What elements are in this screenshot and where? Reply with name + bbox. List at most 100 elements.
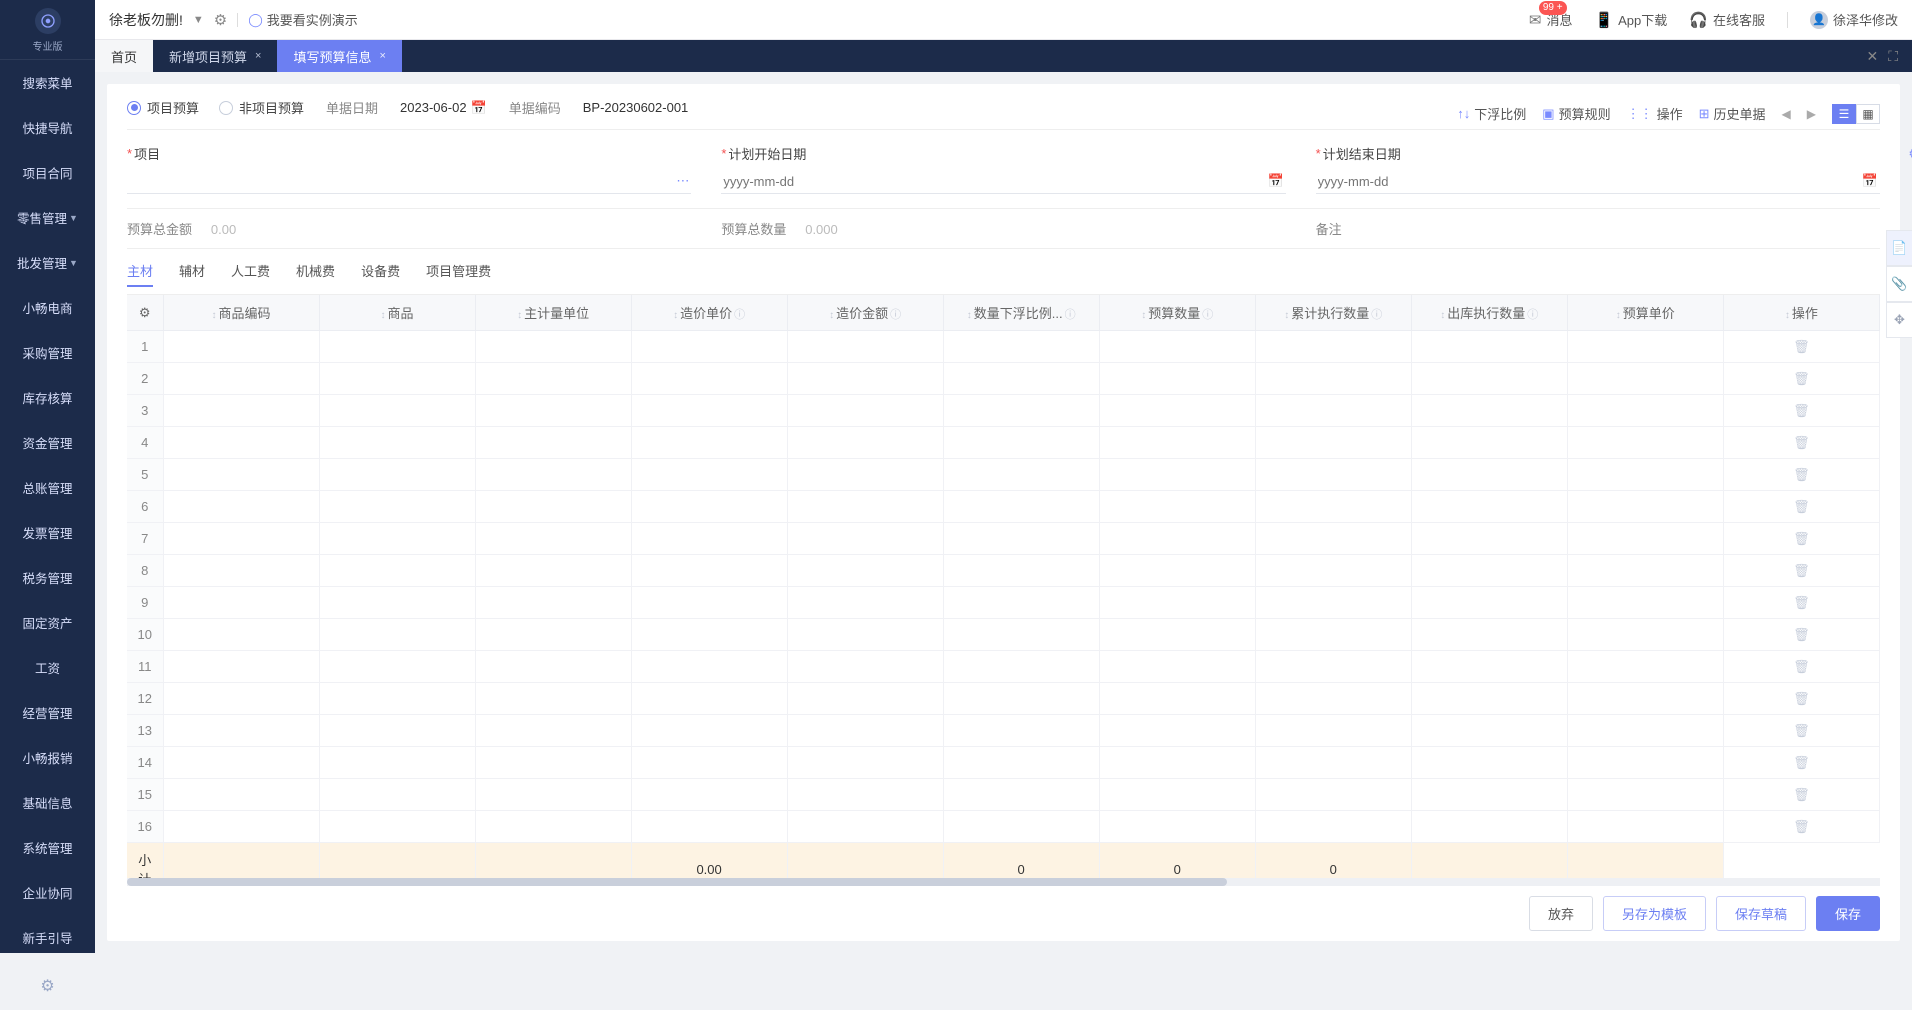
cell-r16-c5[interactable]: [943, 811, 1099, 843]
cell-r1-c8[interactable]: [1411, 331, 1567, 363]
cell-r1-c5[interactable]: [943, 331, 1099, 363]
cell-r16-c3[interactable]: [631, 811, 787, 843]
user-profile-button[interactable]: 👤 徐泽华修改: [1810, 10, 1898, 29]
cell-r9-c6[interactable]: [1099, 587, 1255, 619]
cell-r2-c7[interactable]: [1255, 363, 1411, 395]
cell-r12-c9[interactable]: [1567, 683, 1723, 715]
cell-r13-c8[interactable]: [1411, 715, 1567, 747]
operation-link[interactable]: ⋮⋮ 操作: [1627, 104, 1683, 123]
cell-r5-c5[interactable]: [943, 459, 1099, 491]
cell-r16-c9[interactable]: [1567, 811, 1723, 843]
sidebar-item-14[interactable]: 经营管理: [0, 690, 95, 735]
delete-row-icon-5[interactable]: 🗑: [1723, 459, 1879, 491]
sidebar-item-16[interactable]: 基础信息: [0, 780, 95, 825]
cell-r7-c6[interactable]: [1099, 523, 1255, 555]
cell-r15-c4[interactable]: [787, 779, 943, 811]
cell-r1-c1[interactable]: [319, 331, 475, 363]
cell-r3-c2[interactable]: [475, 395, 631, 427]
cell-r1-c4[interactable]: [787, 331, 943, 363]
cell-r12-c6[interactable]: [1099, 683, 1255, 715]
doc-date-value[interactable]: 2023-06-02 📅: [400, 100, 487, 116]
material-tab-5[interactable]: 项目管理费: [426, 261, 491, 286]
cell-r9-c1[interactable]: [319, 587, 475, 619]
cell-r8-c4[interactable]: [787, 555, 943, 587]
cell-r15-c0[interactable]: [163, 779, 319, 811]
table-row-7[interactable]: 7 🗑: [127, 523, 1880, 555]
sidebar-item-19[interactable]: 新手引导: [0, 915, 95, 960]
document-icon-button[interactable]: 📄: [1886, 230, 1912, 266]
table-row-4[interactable]: 4 🗑: [127, 427, 1880, 459]
cell-r9-c0[interactable]: [163, 587, 319, 619]
cell-r1-c2[interactable]: [475, 331, 631, 363]
cell-r8-c7[interactable]: [1255, 555, 1411, 587]
cell-r6-c5[interactable]: [943, 491, 1099, 523]
cell-r14-c6[interactable]: [1099, 747, 1255, 779]
cell-r12-c0[interactable]: [163, 683, 319, 715]
cell-r5-c0[interactable]: [163, 459, 319, 491]
cell-r6-c8[interactable]: [1411, 491, 1567, 523]
table-row-1[interactable]: 1 🗑: [127, 331, 1880, 363]
project-more-icon[interactable]: ⋯: [676, 173, 689, 189]
cell-r15-c6[interactable]: [1099, 779, 1255, 811]
cell-r9-c5[interactable]: [943, 587, 1099, 619]
cell-r3-c9[interactable]: [1567, 395, 1723, 427]
cell-r5-c7[interactable]: [1255, 459, 1411, 491]
message-button[interactable]: 99 + ✉ 消息: [1529, 10, 1573, 29]
table-header-4[interactable]: ↕ 造价金额 ⓘ: [787, 295, 943, 331]
cell-r2-c9[interactable]: [1567, 363, 1723, 395]
cell-r16-c2[interactable]: [475, 811, 631, 843]
material-tab-3[interactable]: 机械费: [296, 261, 335, 286]
table-row-5[interactable]: 5 🗑: [127, 459, 1880, 491]
cell-r3-c0[interactable]: [163, 395, 319, 427]
cell-r16-c8[interactable]: [1411, 811, 1567, 843]
cell-r8-c8[interactable]: [1411, 555, 1567, 587]
prev-page-arrow[interactable]: ◀: [1782, 107, 1791, 121]
cell-r15-c3[interactable]: [631, 779, 787, 811]
cell-r7-c9[interactable]: [1567, 523, 1723, 555]
budget-rule-link[interactable]: ▣ 预算规则: [1542, 104, 1610, 123]
cell-r14-c0[interactable]: [163, 747, 319, 779]
table-header-10[interactable]: ↕ 操作: [1723, 295, 1879, 331]
sidebar-item-chevron-3[interactable]: ▼: [69, 213, 78, 223]
cell-r5-c9[interactable]: [1567, 459, 1723, 491]
sidebar-item-17[interactable]: 系统管理: [0, 825, 95, 870]
horizontal-scrollbar[interactable]: [127, 878, 1880, 886]
cell-r13-c2[interactable]: [475, 715, 631, 747]
float-ratio-link[interactable]: ↑↓ 下浮比例: [1457, 104, 1526, 123]
table-row-8[interactable]: 8 🗑: [127, 555, 1880, 587]
close-tab-icon[interactable]: ✕: [1866, 48, 1878, 65]
cell-r9-c8[interactable]: [1411, 587, 1567, 619]
plan-start-calendar-icon[interactable]: 📅: [1267, 173, 1283, 189]
cell-r6-c1[interactable]: [319, 491, 475, 523]
cell-r1-c9[interactable]: [1567, 331, 1723, 363]
radio-non-project-budget[interactable]: 非项目预算: [219, 98, 304, 117]
cell-r11-c2[interactable]: [475, 651, 631, 683]
cell-r11-c3[interactable]: [631, 651, 787, 683]
project-field[interactable]: * 项目 ⋯: [127, 144, 691, 194]
cell-r12-c1[interactable]: [319, 683, 475, 715]
material-tab-4[interactable]: 设备费: [361, 261, 400, 286]
cell-r11-c1[interactable]: [319, 651, 475, 683]
cell-r2-c1[interactable]: [319, 363, 475, 395]
cell-r6-c6[interactable]: [1099, 491, 1255, 523]
cell-r5-c4[interactable]: [787, 459, 943, 491]
cell-r5-c6[interactable]: [1099, 459, 1255, 491]
cell-r13-c1[interactable]: [319, 715, 475, 747]
cell-r3-c4[interactable]: [787, 395, 943, 427]
cell-r9-c9[interactable]: [1567, 587, 1723, 619]
delete-row-icon-4[interactable]: 🗑: [1723, 427, 1879, 459]
tab-close-icon-1[interactable]: ×: [255, 50, 261, 62]
delete-row-icon-1[interactable]: 🗑: [1723, 331, 1879, 363]
cell-r10-c6[interactable]: [1099, 619, 1255, 651]
table-row-3[interactable]: 3 🗑: [127, 395, 1880, 427]
cell-r16-c4[interactable]: [787, 811, 943, 843]
cell-r11-c4[interactable]: [787, 651, 943, 683]
cell-r3-c5[interactable]: [943, 395, 1099, 427]
cell-r7-c0[interactable]: [163, 523, 319, 555]
table-header-1[interactable]: ↕ 商品: [319, 295, 475, 331]
cell-r7-c5[interactable]: [943, 523, 1099, 555]
cell-r5-c1[interactable]: [319, 459, 475, 491]
cell-r14-c5[interactable]: [943, 747, 1099, 779]
cell-r10-c1[interactable]: [319, 619, 475, 651]
chevron-down-icon[interactable]: ▼: [193, 14, 204, 26]
